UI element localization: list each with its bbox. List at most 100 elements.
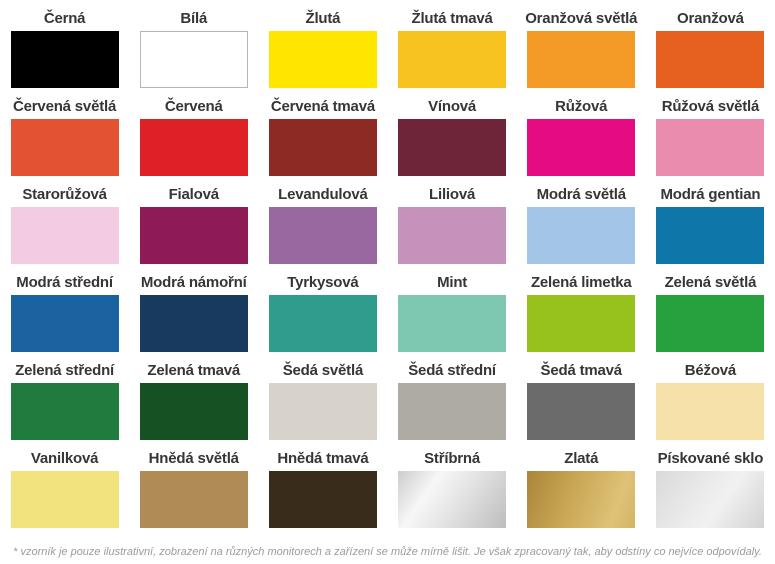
swatch-label: Modrá světlá: [536, 186, 627, 203]
swatch-cell: Mint: [388, 270, 517, 358]
swatch-label: Pískované sklo: [657, 450, 764, 467]
color-swatch: [398, 383, 507, 440]
color-swatch: [268, 119, 377, 176]
color-swatch: [139, 295, 248, 352]
swatch-label: Oranžová: [677, 10, 744, 27]
color-swatch-frosted-glass: [656, 471, 765, 528]
color-swatch: [398, 207, 507, 264]
color-swatch: [10, 295, 119, 352]
color-swatch: [527, 31, 636, 88]
swatch-cell: Červená: [129, 94, 258, 182]
swatch-cell: Vínová: [388, 94, 517, 182]
swatch-label: Zelená střední: [15, 362, 115, 379]
color-swatch: [10, 383, 119, 440]
swatch-cell: Bílá: [129, 6, 258, 94]
color-swatch-silver: [398, 471, 507, 528]
swatch-cell: Červená tmavá: [258, 94, 387, 182]
color-swatch: [527, 383, 636, 440]
swatch-cell: Liliová: [388, 182, 517, 270]
swatch-label: Mint: [437, 274, 468, 291]
swatch-cell: Pískované sklo: [646, 446, 775, 534]
color-swatch: [656, 119, 765, 176]
swatch-label: Béžová: [684, 362, 737, 379]
swatch-cell: Oranžová: [646, 6, 775, 94]
color-swatch: [268, 207, 377, 264]
swatch-cell: Starorůžová: [0, 182, 129, 270]
swatch-cell: Růžová světlá: [646, 94, 775, 182]
swatch-label: Hnědá světlá: [148, 450, 239, 467]
color-swatch: [139, 119, 248, 176]
color-swatch: [139, 471, 248, 528]
swatch-label: Zelená limetka: [530, 274, 632, 291]
swatch-label: Šedá střední: [408, 362, 496, 379]
swatch-label: Zlatá: [564, 450, 599, 467]
color-swatch: [398, 31, 507, 88]
color-swatch: [656, 207, 765, 264]
swatch-label: Modrá gentian: [660, 186, 761, 203]
color-swatch: [139, 207, 248, 264]
swatch-cell: Modrá světlá: [517, 182, 646, 270]
swatch-label: Šedá světlá: [282, 362, 364, 379]
swatch-label: Žlutá: [305, 10, 341, 27]
color-swatch: [527, 119, 636, 176]
color-swatch: [268, 31, 377, 88]
color-swatch-grid: Černá Bílá Žlutá Žlutá tmavá Oranžová sv…: [0, 6, 775, 534]
swatch-cell: Oranžová světlá: [517, 6, 646, 94]
color-swatch: [10, 31, 119, 88]
swatch-cell: Fialová: [129, 182, 258, 270]
swatch-label: Zelená světlá: [664, 274, 757, 291]
swatch-label: Růžová: [555, 98, 608, 115]
color-swatch: [656, 31, 765, 88]
swatch-cell: Červená světlá: [0, 94, 129, 182]
swatch-label: Vanilková: [30, 450, 99, 467]
disclaimer-footnote: * vzorník je pouze ilustrativní, zobraze…: [13, 546, 762, 558]
color-swatch: [10, 207, 119, 264]
swatch-label: Černá: [43, 10, 86, 27]
swatch-cell: Hnědá světlá: [129, 446, 258, 534]
swatch-cell: Zelená střední: [0, 358, 129, 446]
color-swatch: [10, 119, 119, 176]
swatch-label: Stříbrná: [424, 450, 481, 467]
color-swatch: [527, 207, 636, 264]
color-swatch: [268, 383, 377, 440]
color-swatch: [656, 295, 765, 352]
swatch-label: Šedá tmavá: [540, 362, 623, 379]
swatch-label: Modrá námořní: [140, 274, 247, 291]
swatch-label: Bílá: [180, 10, 208, 27]
swatch-cell: Černá: [0, 6, 129, 94]
swatch-cell: Růžová: [517, 94, 646, 182]
swatch-label: Fialová: [168, 186, 219, 203]
swatch-cell: Stříbrná: [388, 446, 517, 534]
swatch-label: Vínová: [428, 98, 477, 115]
swatch-label: Modrá střední: [16, 274, 113, 291]
swatch-cell: Modrá gentian: [646, 182, 775, 270]
color-swatch: [656, 383, 765, 440]
color-swatch: [268, 471, 377, 528]
swatch-cell: Žlutá: [258, 6, 387, 94]
color-swatch: [268, 295, 377, 352]
swatch-cell: Modrá střední: [0, 270, 129, 358]
color-swatch: [139, 383, 248, 440]
swatch-label: Hnědá tmavá: [277, 450, 369, 467]
swatch-label: Levandulová: [278, 186, 368, 203]
swatch-cell: Béžová: [646, 358, 775, 446]
swatch-cell: Hnědá tmavá: [258, 446, 387, 534]
color-swatch: [398, 119, 507, 176]
swatch-cell: Zelená limetka: [517, 270, 646, 358]
color-swatch: [527, 295, 636, 352]
swatch-label: Starorůžová: [22, 186, 107, 203]
swatch-label: Růžová světlá: [661, 98, 760, 115]
swatch-cell: Modrá námořní: [129, 270, 258, 358]
color-swatch: [398, 295, 507, 352]
swatch-cell: Zelená tmavá: [129, 358, 258, 446]
color-swatch: [10, 471, 119, 528]
swatch-label: Oranžová světlá: [525, 10, 638, 27]
swatch-cell: Tyrkysová: [258, 270, 387, 358]
swatch-label: Zelená tmavá: [147, 362, 241, 379]
swatch-cell: Žlutá tmavá: [388, 6, 517, 94]
swatch-label: Liliová: [429, 186, 476, 203]
color-swatch: [139, 31, 248, 88]
swatch-cell: Zlatá: [517, 446, 646, 534]
swatch-cell: Levandulová: [258, 182, 387, 270]
swatch-cell: Šedá světlá: [258, 358, 387, 446]
